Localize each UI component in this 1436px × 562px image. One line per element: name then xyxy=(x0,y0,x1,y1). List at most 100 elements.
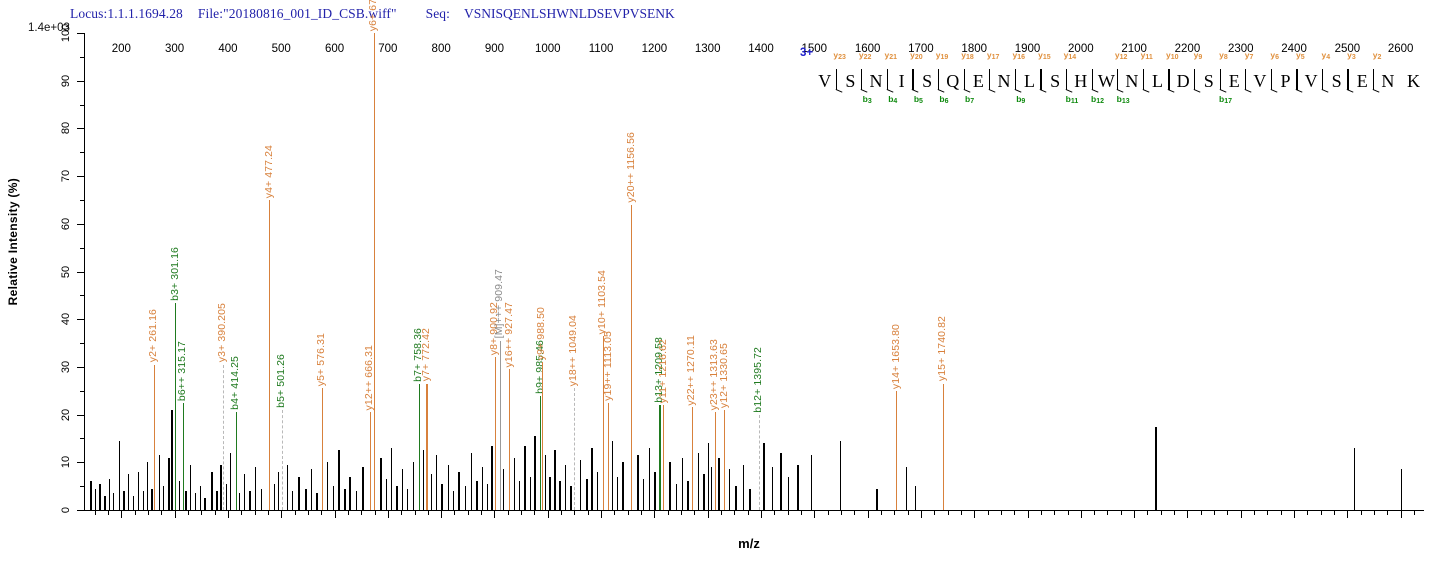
x-axis-minor-tick xyxy=(254,510,256,515)
spectrum-peak xyxy=(513,457,516,510)
spectrum-peak xyxy=(611,440,614,510)
annotated-peak xyxy=(724,409,726,510)
y-axis-tick-label: 0 xyxy=(60,506,72,514)
spectrum-peak xyxy=(682,457,684,510)
y-axis-tick-label: 40 xyxy=(60,313,72,326)
spectrum-peak xyxy=(780,452,782,510)
spectrum-peak xyxy=(586,479,588,510)
fragment-divider xyxy=(1219,69,1221,90)
spectrum-peak xyxy=(471,452,473,510)
x-axis-tick xyxy=(1134,510,1136,518)
x-axis-minor-tick xyxy=(454,510,456,515)
x-axis-tick-label: 2400 xyxy=(1281,43,1307,55)
x-axis-minor-tick xyxy=(267,510,269,515)
annotated-peak xyxy=(418,383,421,510)
fragment-divider xyxy=(1040,69,1042,90)
fragment-divider xyxy=(861,69,863,90)
residue-letter: E xyxy=(1228,71,1240,91)
spectrum-peak xyxy=(797,464,799,510)
annotated-peak xyxy=(691,407,693,510)
annotated-peak xyxy=(631,204,633,510)
fragment-divider xyxy=(989,69,991,90)
annotated-peak xyxy=(321,388,324,510)
spectrum-peak xyxy=(249,490,251,510)
x-axis-minor-tick xyxy=(294,510,296,515)
x-axis-tick xyxy=(1347,510,1349,518)
spectrum-peak xyxy=(905,467,908,510)
y-ion-tag: y9 xyxy=(1193,50,1203,61)
spectrum-peak xyxy=(771,467,774,510)
spectrum-peak xyxy=(216,490,218,510)
spectrum-peak xyxy=(529,476,532,510)
annotated-peak xyxy=(373,33,375,510)
residue-cell: y6 P xyxy=(1270,50,1299,106)
residue-cell: K xyxy=(1401,60,1427,106)
residue-cell: y12 b13 N xyxy=(1115,50,1145,106)
annotated-peak xyxy=(426,383,428,510)
b-ion-tag: b6 xyxy=(939,94,949,105)
spectrum-peak xyxy=(481,467,484,510)
x-axis-minor-tick xyxy=(854,510,856,515)
x-axis-tick xyxy=(1240,510,1242,518)
y-ion-tag: y14 xyxy=(1063,50,1077,61)
b-ion-tag: b9 xyxy=(1016,94,1026,105)
peak-label: y3+ 390.205 xyxy=(216,303,229,363)
peak-label: b4+ 414.25 xyxy=(229,356,242,411)
spectrum-peak xyxy=(94,488,97,510)
x-axis-minor-tick xyxy=(627,510,629,515)
x-axis-tick xyxy=(441,510,443,518)
residue-cell: y23 S xyxy=(833,50,864,106)
fragment-divider xyxy=(1168,69,1170,90)
annotated-peak xyxy=(182,402,184,510)
y-axis-tick-label: 100 xyxy=(60,23,72,43)
spectrum-peak xyxy=(811,455,813,510)
y-axis-minor-tick xyxy=(80,56,84,58)
locus-label: Locus:1.1.1.1694.28 xyxy=(70,6,183,21)
x-axis-tick xyxy=(920,510,922,518)
spectrum-peak xyxy=(545,455,547,510)
peak-label: y15+ 1740.82 xyxy=(936,316,949,382)
x-axis-tick xyxy=(1400,510,1402,518)
x-axis-tick xyxy=(707,510,709,518)
spectrum-peak xyxy=(763,443,765,510)
x-axis-minor-tick xyxy=(1374,510,1376,515)
residue-letter: H xyxy=(1074,71,1088,91)
spectrum-peak xyxy=(502,469,505,510)
x-axis-minor-tick xyxy=(347,510,349,515)
x-axis-tick xyxy=(1080,510,1082,518)
seq-prefix-label: Seq: xyxy=(425,6,451,21)
y-axis-tick-label: 70 xyxy=(60,169,72,183)
x-axis-minor-tick xyxy=(1054,510,1056,515)
x-axis-minor-tick xyxy=(587,510,589,515)
fragment-divider xyxy=(1321,69,1324,90)
y-axis-tick-label: 90 xyxy=(60,74,72,87)
x-axis-tick-label: 300 xyxy=(165,43,185,55)
spectrum-peak xyxy=(311,469,313,510)
x-axis-minor-tick xyxy=(574,510,576,515)
x-axis-minor-tick xyxy=(94,510,96,515)
file-label: File:"20180816_001_ID_CSB.wiff" xyxy=(197,6,397,21)
spectrum-peak xyxy=(332,486,335,510)
y-axis-minor-tick xyxy=(80,104,84,106)
spectrum-peak xyxy=(1400,469,1403,510)
x-axis-title: m/z xyxy=(0,536,1436,551)
y-axis-tick xyxy=(77,366,84,368)
x-axis-minor-tick xyxy=(1414,510,1415,515)
x-axis-tick xyxy=(174,510,176,518)
annotated-peak xyxy=(608,402,610,510)
x-axis-tick-label: 2500 xyxy=(1334,43,1361,55)
spectrum-peak xyxy=(675,483,678,510)
peak-label: y22++ 1270.11 xyxy=(685,334,698,406)
x-axis-minor-tick xyxy=(481,510,483,515)
spectrum-peak xyxy=(596,471,599,510)
spectrum-peak xyxy=(431,474,433,510)
residue-cell: y21 b4 I xyxy=(885,50,915,106)
x-axis-minor-tick xyxy=(414,510,416,515)
residue-letter: L xyxy=(1152,71,1164,91)
annotated-peak xyxy=(758,414,760,510)
x-axis-title-text: m/z xyxy=(738,536,760,551)
spectrum-peak xyxy=(338,450,340,510)
residue-cell: b12 W xyxy=(1091,60,1120,106)
fragment-divider xyxy=(1373,69,1375,90)
